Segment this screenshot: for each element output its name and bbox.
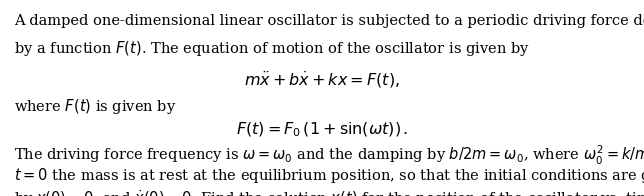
Text: by a function $F(t)$. The equation of motion of the oscillator is given by: by a function $F(t)$. The equation of mo… <box>14 39 530 58</box>
Text: $m\ddot{x} + b\dot{x} + kx = F(t),$: $m\ddot{x} + b\dot{x} + kx = F(t),$ <box>244 70 400 90</box>
Text: $F(t) = F_0\,(1 + \sin(\omega t))\,.$: $F(t) = F_0\,(1 + \sin(\omega t))\,.$ <box>236 121 408 139</box>
Text: by $x(0) = 0$, and $\dot{x}(0) = 0$. Find the solution $x(t)$ for the position o: by $x(0) = 0$, and $\dot{x}(0) = 0$. Fin… <box>14 188 644 196</box>
Text: where $F(t)$ is given by: where $F(t)$ is given by <box>14 97 176 116</box>
Text: $t = 0$ the mass is at rest at the equilibrium position, so that the initial con: $t = 0$ the mass is at rest at the equil… <box>14 166 644 185</box>
Text: The driving force frequency is $\omega = \omega_0$ and the damping by $b/2m = \o: The driving force frequency is $\omega =… <box>14 143 644 167</box>
Text: A damped one-dimensional linear oscillator is subjected to a periodic driving fo: A damped one-dimensional linear oscillat… <box>14 14 644 28</box>
